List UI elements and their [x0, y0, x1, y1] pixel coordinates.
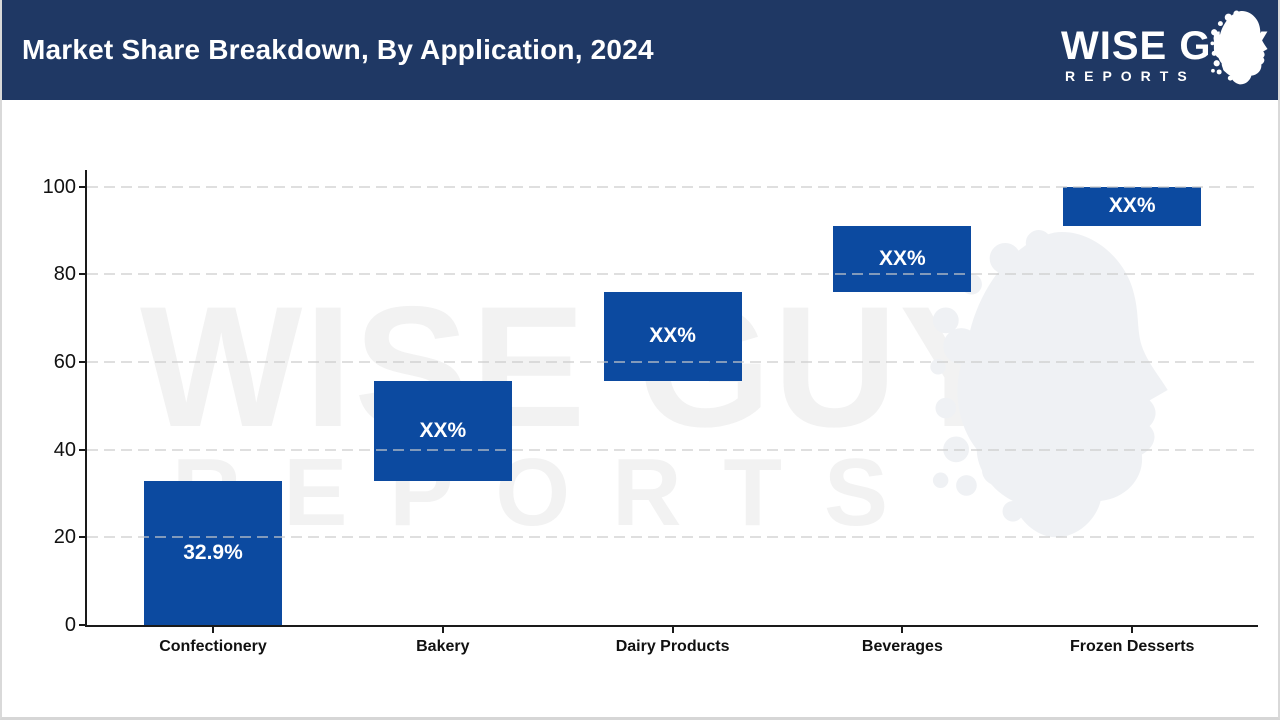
- wise-guy-reports-logo: WISE GUY REPORTS: [1019, 6, 1268, 94]
- bar-dairy-products: XX%: [603, 292, 742, 381]
- x-category-label: Confectionery: [159, 638, 267, 655]
- x-category-label: Frozen Desserts: [1069, 638, 1195, 655]
- watermark-wordmark: WISE GUY: [140, 271, 1017, 463]
- x-axis-tick: [441, 626, 444, 633]
- bar-confectionery: 32.9%: [144, 480, 282, 625]
- x-category-label: Bakery: [416, 638, 470, 655]
- y-tick-label: 20: [53, 526, 76, 549]
- x-category-label: Beverages: [861, 638, 943, 655]
- y-axis-tick: [79, 448, 87, 451]
- y-axis-tick: [79, 185, 87, 188]
- bar-value-label: XX%: [879, 247, 926, 271]
- y-tick-label: 60: [53, 350, 76, 373]
- y-axis-tick: [79, 273, 87, 276]
- chart-title: Market Share Breakdown, By Application, …: [22, 34, 654, 65]
- y-axis-line: [85, 170, 87, 627]
- x-axis-tick: [212, 626, 214, 633]
- y-tick-label: 80: [53, 263, 76, 286]
- gridline: [87, 360, 1258, 363]
- y-axis-tick: [79, 360, 87, 363]
- bar-value-label: XX%: [649, 324, 696, 348]
- y-tick-label: 40: [53, 438, 76, 461]
- gridline: [87, 185, 1258, 188]
- gridline: [87, 448, 1258, 451]
- watermark-subtitle: REPORTS: [172, 439, 931, 546]
- bar-bakery: XX%: [373, 380, 512, 481]
- x-axis-tick: [901, 626, 904, 633]
- bar-value-label: XX%: [1108, 194, 1156, 218]
- logo-subtitle: REPORTS: [1065, 68, 1196, 84]
- y-axis-tick: [79, 536, 87, 539]
- x-category-label: Dairy Products: [615, 638, 730, 655]
- bar-beverages: XX%: [833, 226, 972, 293]
- header-band: Market Share Breakdown, By Application, …: [2, 0, 1278, 100]
- gridline: [87, 536, 1258, 539]
- x-axis-tick: [671, 626, 674, 633]
- bar-value-label: XX%: [419, 418, 467, 442]
- bar-value-label: 32.9%: [183, 540, 243, 564]
- y-axis-tick: [79, 624, 87, 626]
- bar-frozen-desserts: XX%: [1063, 186, 1202, 227]
- x-axis-line: [85, 625, 1258, 627]
- y-tick-label: 100: [42, 175, 76, 198]
- dotted-head-icon: [1210, 10, 1268, 85]
- x-axis-tick: [1131, 626, 1134, 633]
- y-tick-label: 0: [64, 614, 76, 636]
- gridline: [87, 273, 1258, 276]
